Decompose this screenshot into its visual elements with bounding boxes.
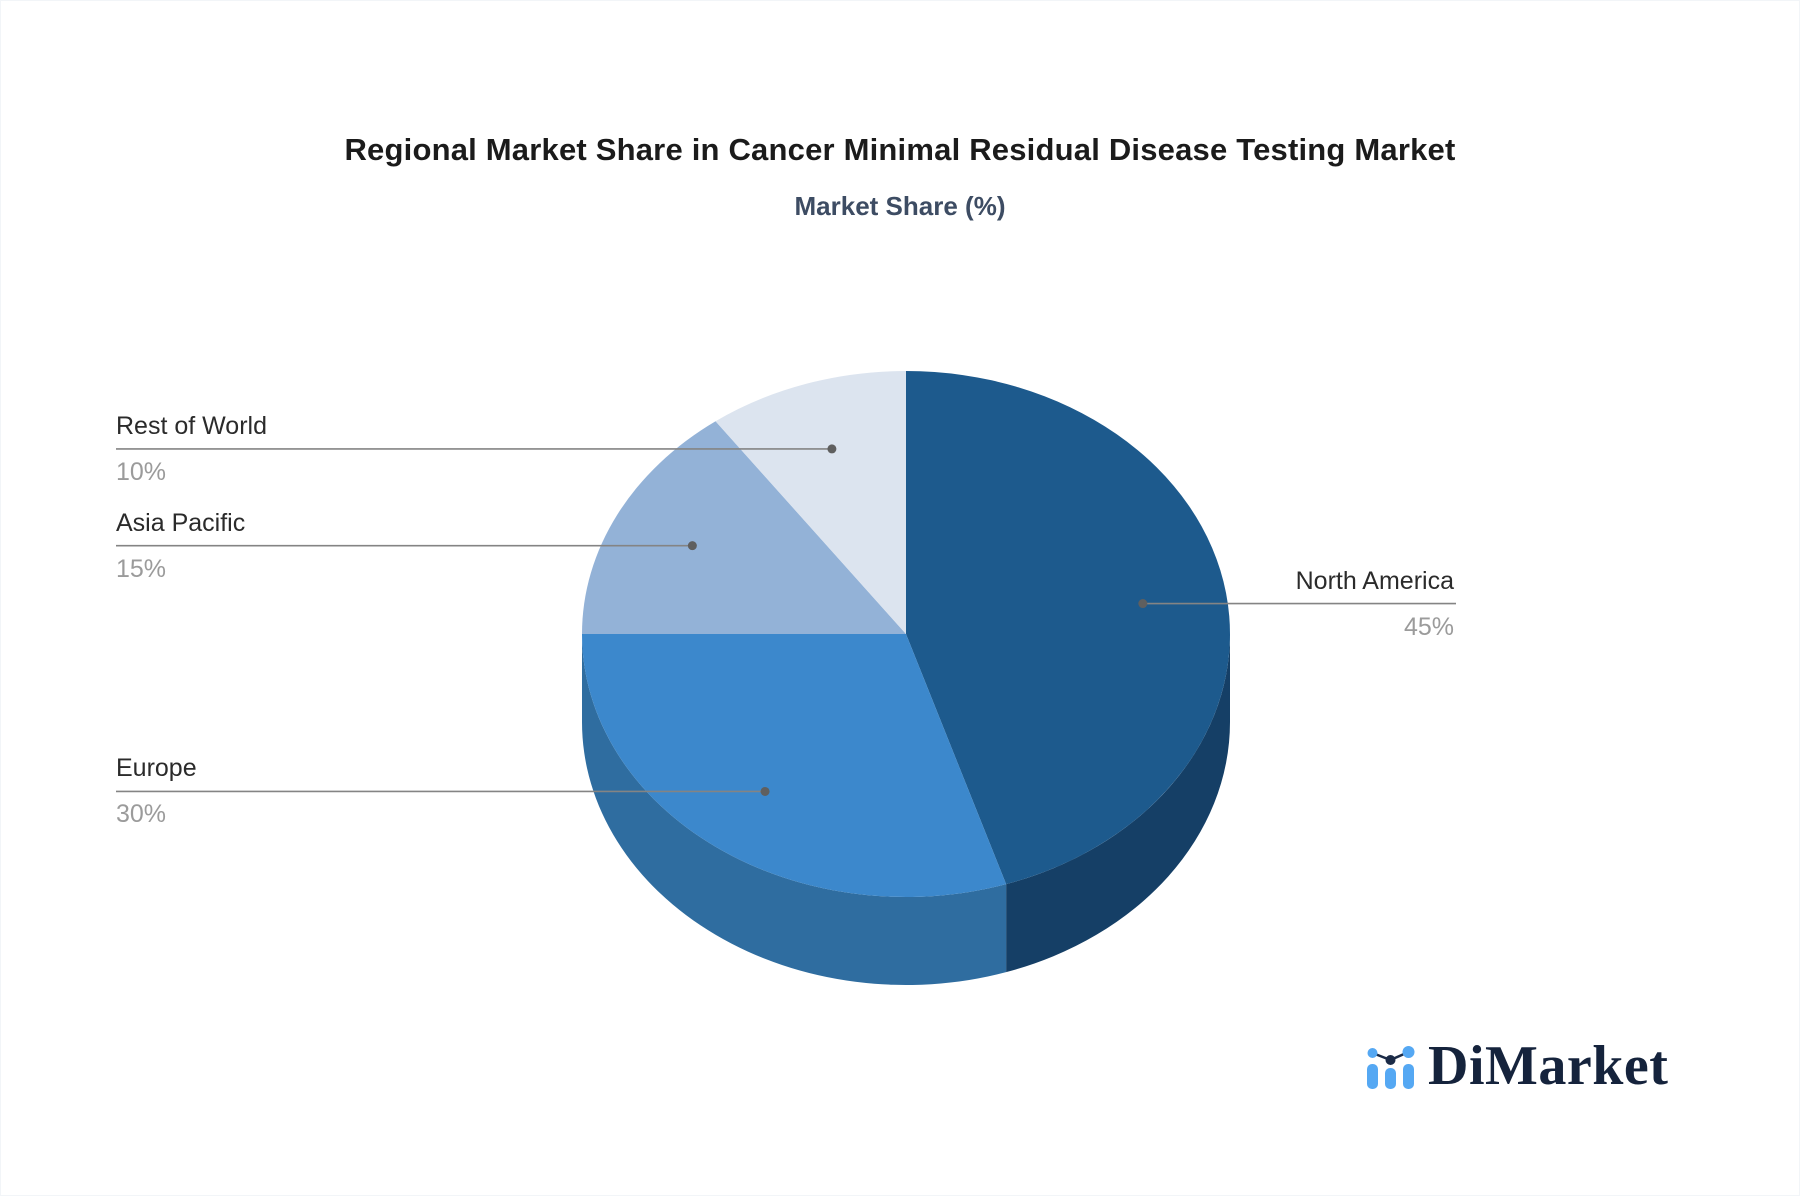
slice-label-asia-pacific: Asia Pacific [116, 508, 246, 537]
slice-label-europe: Europe [116, 754, 197, 783]
pie-slice-asia-pacific[interactable] [582, 421, 906, 634]
pie-slice-rest-of-world[interactable] [715, 371, 906, 634]
leader-dot-north-america [1138, 599, 1148, 609]
slice-label-rest-of-world: Rest of World [116, 411, 267, 440]
pie-slice-europe[interactable] [582, 634, 1007, 897]
leader-dot-asia-pacific [687, 541, 697, 551]
pie-slice-side-europe [582, 634, 1007, 985]
chart-title: Regional Market Share in Cancer Minimal … [344, 132, 1456, 167]
slice-value-rest-of-world: 10% [116, 457, 167, 486]
slice-label-north-america: North America [1295, 566, 1454, 595]
leader-dot-rest-of-world [827, 444, 837, 454]
slice-value-north-america: 45% [1403, 612, 1454, 641]
slice-value-europe: 30% [116, 800, 167, 829]
bar-chart-with-trend-icon [1367, 1046, 1415, 1089]
pie-slice-side-north-america [1006, 634, 1230, 973]
brand-logo: DiMarket [1364, 1037, 1668, 1095]
chart-subtitle: Market Share (%) [794, 191, 1006, 221]
pie-slice-north-america[interactable] [906, 371, 1230, 885]
leader-dot-europe [760, 786, 770, 796]
brand-logo-text: DiMarket [1428, 1035, 1669, 1097]
slice-value-asia-pacific: 15% [116, 554, 167, 583]
